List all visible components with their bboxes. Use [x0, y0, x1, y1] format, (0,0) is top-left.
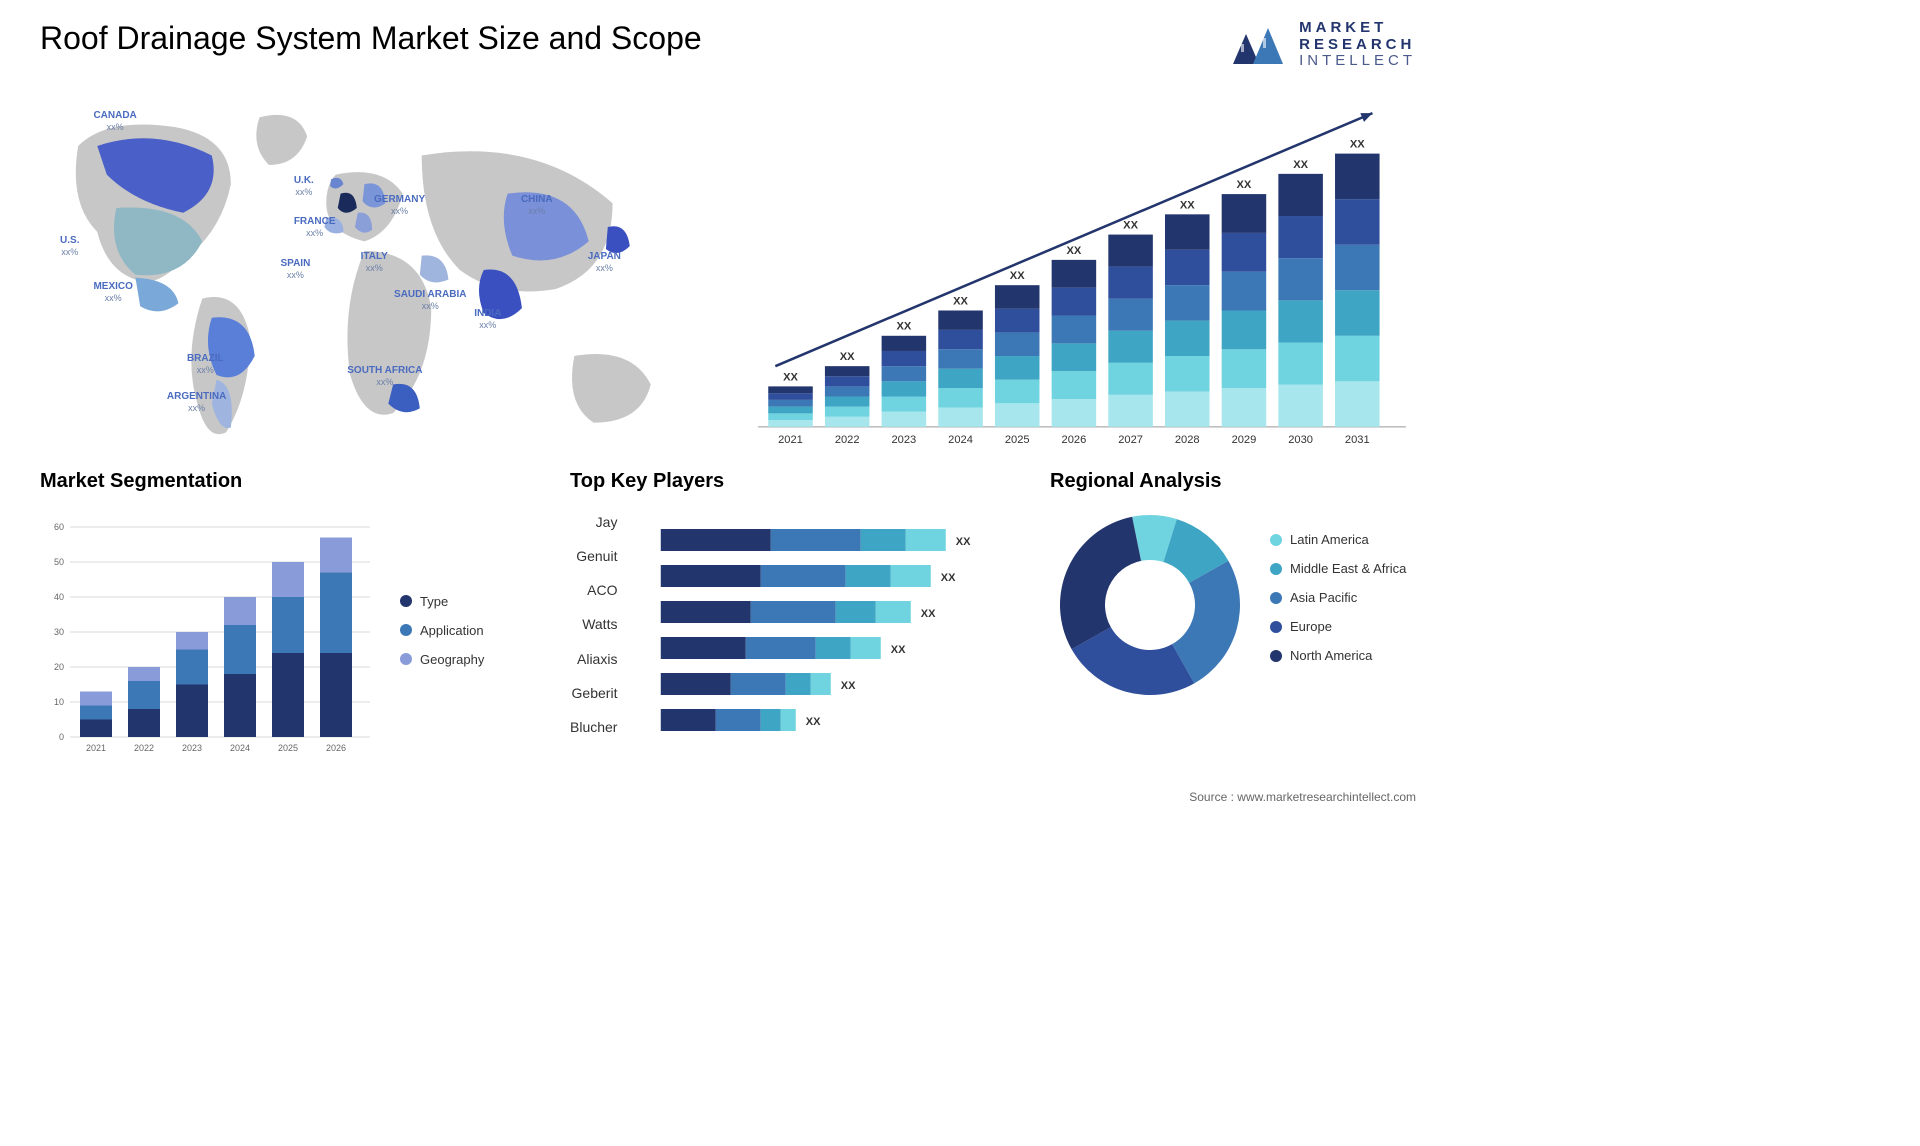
player-name: Watts — [570, 616, 617, 632]
svg-text:30: 30 — [54, 627, 64, 637]
map-label: SPAINxx% — [280, 258, 310, 281]
players-title: Top Key Players — [570, 470, 1020, 493]
map-label: CHINAxx% — [521, 194, 553, 217]
segmentation-legend: Type Application Geography — [400, 594, 540, 681]
legend-item: Latin America — [1270, 532, 1416, 547]
segmentation-chart: 0 10 20 30 40 50 60 2021 2022 2023 2024 2025 2026 — [40, 517, 380, 757]
svg-text:2023: 2023 — [891, 434, 916, 446]
player-name: Geberit — [570, 685, 617, 701]
players-chart: XX XX XX XX XX XX — [632, 505, 1020, 745]
svg-text:XX: XX — [1237, 179, 1252, 191]
svg-text:XX: XX — [953, 295, 968, 307]
logo-icon — [1231, 24, 1291, 66]
map-label: CANADAxx% — [93, 110, 136, 133]
svg-text:2026: 2026 — [326, 743, 346, 753]
map-label: SOUTH AFRICAxx% — [347, 365, 422, 388]
svg-text:2024: 2024 — [230, 743, 250, 753]
regional-title: Regional Analysis — [1050, 470, 1416, 493]
svg-text:0: 0 — [59, 732, 64, 742]
legend-item: Geography — [400, 652, 540, 667]
player-name: Aliaxis — [570, 651, 617, 667]
map-label: GERMANYxx% — [374, 194, 425, 217]
logo-line3: INTELLECT — [1299, 53, 1416, 70]
svg-text:40: 40 — [54, 592, 64, 602]
page-title: Roof Drainage System Market Size and Sco… — [40, 20, 702, 57]
svg-text:XX: XX — [941, 572, 956, 584]
map-label: JAPANxx% — [588, 251, 621, 274]
svg-text:2028: 2028 — [1175, 434, 1200, 446]
svg-text:2026: 2026 — [1062, 434, 1087, 446]
svg-text:XX: XX — [1180, 199, 1195, 211]
legend-item: Middle East & Africa — [1270, 561, 1416, 576]
map-label: SAUDI ARABIAxx% — [394, 289, 466, 312]
svg-text:2030: 2030 — [1288, 434, 1313, 446]
forecast-chart: XX 2021 XX 2022 XX 2023 XX 2024 XX 2025 XX 2026 XX 20… — [748, 80, 1416, 460]
player-name: Jay — [570, 514, 617, 530]
svg-text:XX: XX — [1010, 270, 1025, 282]
player-names: Jay Genuit ACO Watts Aliaxis Geberit Blucher — [570, 505, 617, 745]
regional-donut — [1050, 505, 1250, 705]
legend-item: Europe — [1270, 619, 1416, 634]
svg-text:XX: XX — [956, 536, 971, 548]
map-label: U.K.xx% — [294, 175, 314, 198]
svg-text:2024: 2024 — [948, 434, 973, 446]
svg-text:10: 10 — [54, 697, 64, 707]
source-note: Source : www.marketresearchintellect.com — [1189, 790, 1416, 804]
player-name: Blucher — [570, 719, 617, 735]
segmentation-title: Market Segmentation — [40, 470, 540, 493]
svg-text:XX: XX — [840, 351, 855, 363]
svg-text:50: 50 — [54, 557, 64, 567]
svg-text:XX: XX — [891, 644, 906, 656]
brand-logo: MARKET RESEARCH INTELLECT — [1231, 20, 1416, 70]
svg-text:2021: 2021 — [86, 743, 106, 753]
map-label: BRAZILxx% — [187, 353, 224, 376]
svg-text:2025: 2025 — [1005, 434, 1030, 446]
map-label: FRANCExx% — [294, 216, 336, 239]
svg-text:2027: 2027 — [1118, 434, 1143, 446]
svg-text:XX: XX — [921, 608, 936, 620]
svg-text:XX: XX — [1123, 219, 1138, 231]
segmentation-panel: Market Segmentation 0 10 20 30 40 50 60 2021 202… — [40, 470, 540, 770]
map-label: ITALYxx% — [361, 251, 388, 274]
logo-line2: RESEARCH — [1299, 37, 1416, 54]
legend-item: Application — [400, 623, 540, 638]
svg-text:XX: XX — [1350, 138, 1365, 150]
svg-text:2025: 2025 — [278, 743, 298, 753]
svg-text:XX: XX — [783, 371, 798, 383]
svg-text:2023: 2023 — [182, 743, 202, 753]
svg-text:XX: XX — [1293, 158, 1308, 170]
svg-text:XX: XX — [841, 680, 856, 692]
legend-item: North America — [1270, 648, 1416, 663]
legend-item: Type — [400, 594, 540, 609]
map-label: U.S.xx% — [60, 235, 79, 258]
player-name: ACO — [570, 582, 617, 598]
map-label: INDIAxx% — [474, 308, 501, 331]
map-label: ARGENTINAxx% — [167, 391, 226, 414]
world-map-panel: CANADAxx% U.S.xx% MEXICOxx% BRAZILxx% ARGENT… — [40, 80, 708, 460]
svg-text:2031: 2031 — [1345, 434, 1370, 446]
svg-text:2022: 2022 — [134, 743, 154, 753]
legend-item: Asia Pacific — [1270, 590, 1416, 605]
regional-legend: Latin America Middle East & Africa Asia Pa… — [1270, 532, 1416, 677]
player-name: Genuit — [570, 548, 617, 564]
regional-panel: Regional Analysis Latin America Middle Ea… — [1050, 470, 1416, 770]
logo-line1: MARKET — [1299, 20, 1416, 37]
svg-text:2029: 2029 — [1232, 434, 1257, 446]
svg-text:20: 20 — [54, 662, 64, 672]
svg-text:2021: 2021 — [778, 434, 803, 446]
svg-text:60: 60 — [54, 522, 64, 532]
svg-text:XX: XX — [806, 716, 821, 728]
svg-text:XX: XX — [1066, 244, 1081, 256]
forecast-panel: XX 2021 XX 2022 XX 2023 XX 2024 XX 2025 XX 2026 XX 20… — [748, 80, 1416, 460]
players-panel: Top Key Players Jay Genuit ACO Watts Aliaxis… — [570, 470, 1020, 770]
svg-text:XX: XX — [896, 320, 911, 332]
svg-text:2022: 2022 — [835, 434, 860, 446]
map-label: MEXICOxx% — [93, 281, 132, 304]
